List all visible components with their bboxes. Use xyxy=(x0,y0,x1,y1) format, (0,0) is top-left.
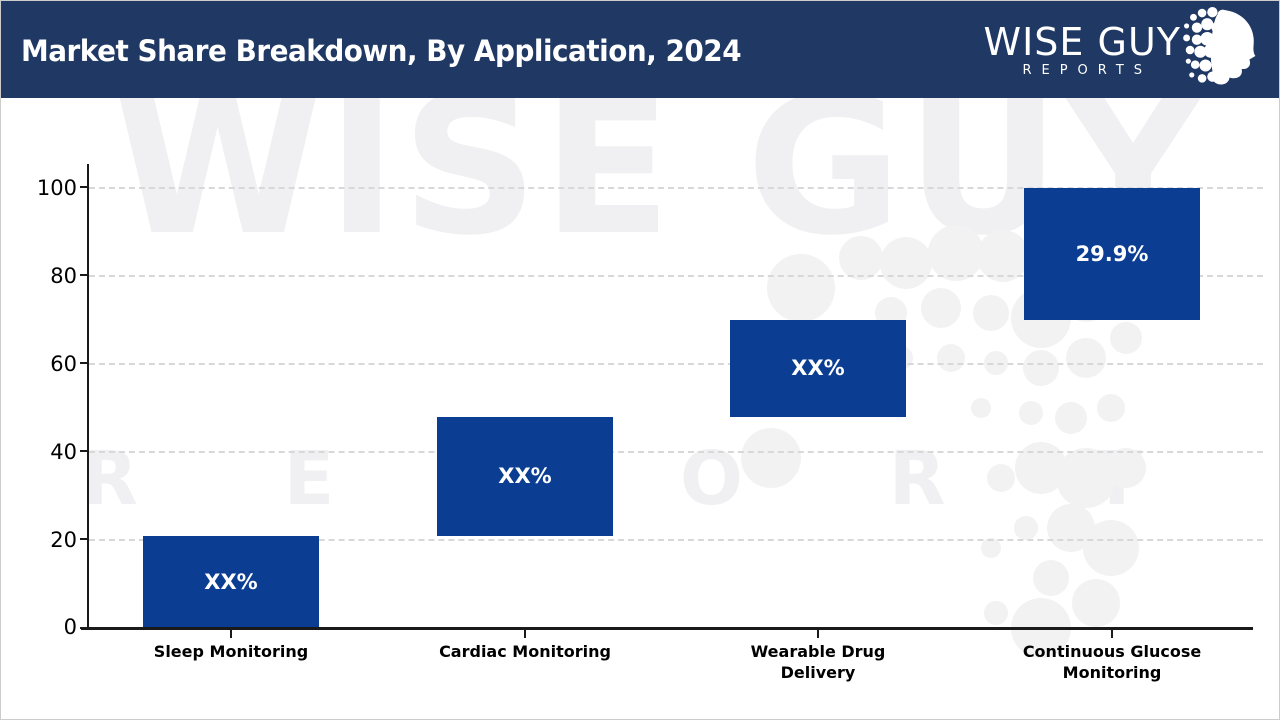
logo-text: WISE GUY REPORTS xyxy=(984,21,1181,79)
header-bar: Market Share Breakdown, By Application, … xyxy=(1,1,1279,98)
y-axis-line xyxy=(87,164,89,629)
gridline xyxy=(89,363,1263,365)
gridline xyxy=(89,539,1263,541)
page-title: Market Share Breakdown, By Application, … xyxy=(21,34,742,68)
bar-value-label: 29.9% xyxy=(1075,241,1149,266)
x-category-label: Sleep Monitoring xyxy=(153,642,309,661)
y-tick-mark xyxy=(80,450,88,452)
gridline xyxy=(89,451,1263,453)
y-tick-label: 60 xyxy=(50,352,77,376)
x-category-label: Continuous Glucose Monitoring xyxy=(1022,642,1202,682)
plot-area: WISE GUY R E P O R T S xyxy=(1,56,1279,719)
gridline xyxy=(89,275,1263,277)
x-tick-mark xyxy=(230,630,232,638)
bar-segment: XX% xyxy=(730,319,906,417)
y-tick-label: 0 xyxy=(63,615,77,639)
y-tick-mark xyxy=(80,538,88,540)
bar-segment: XX% xyxy=(437,416,613,536)
y-tick-label: 80 xyxy=(50,264,77,288)
x-category-label: Cardiac Monitoring xyxy=(439,642,611,661)
x-tick-mark xyxy=(524,630,526,638)
x-axis-line xyxy=(81,627,1253,630)
y-tick-label: 20 xyxy=(50,528,77,552)
bar-value-label: XX% xyxy=(498,464,552,489)
y-tick-mark xyxy=(80,186,88,188)
y-tick-mark xyxy=(80,274,88,276)
y-tick-mark xyxy=(80,362,88,364)
bar-value-label: XX% xyxy=(204,569,258,594)
gridline xyxy=(89,187,1263,189)
logo-wordmark: WISE GUY xyxy=(983,20,1181,64)
x-tick-mark xyxy=(1111,630,1113,638)
logo-subtitle: REPORTS xyxy=(1022,63,1153,78)
bar-segment: 29.9% xyxy=(1024,188,1200,320)
bar-segment: XX% xyxy=(143,535,319,628)
x-tick-mark xyxy=(817,630,819,638)
y-tick-label: 40 xyxy=(50,440,77,464)
y-tick-label: 100 xyxy=(36,176,77,200)
x-category-label: Wearable Drug Delivery xyxy=(750,642,886,682)
logo-face-icon xyxy=(1183,7,1256,85)
bar-value-label: XX% xyxy=(791,356,845,381)
wise-guy-logo: WISE GUY REPORTS xyxy=(984,7,1267,93)
